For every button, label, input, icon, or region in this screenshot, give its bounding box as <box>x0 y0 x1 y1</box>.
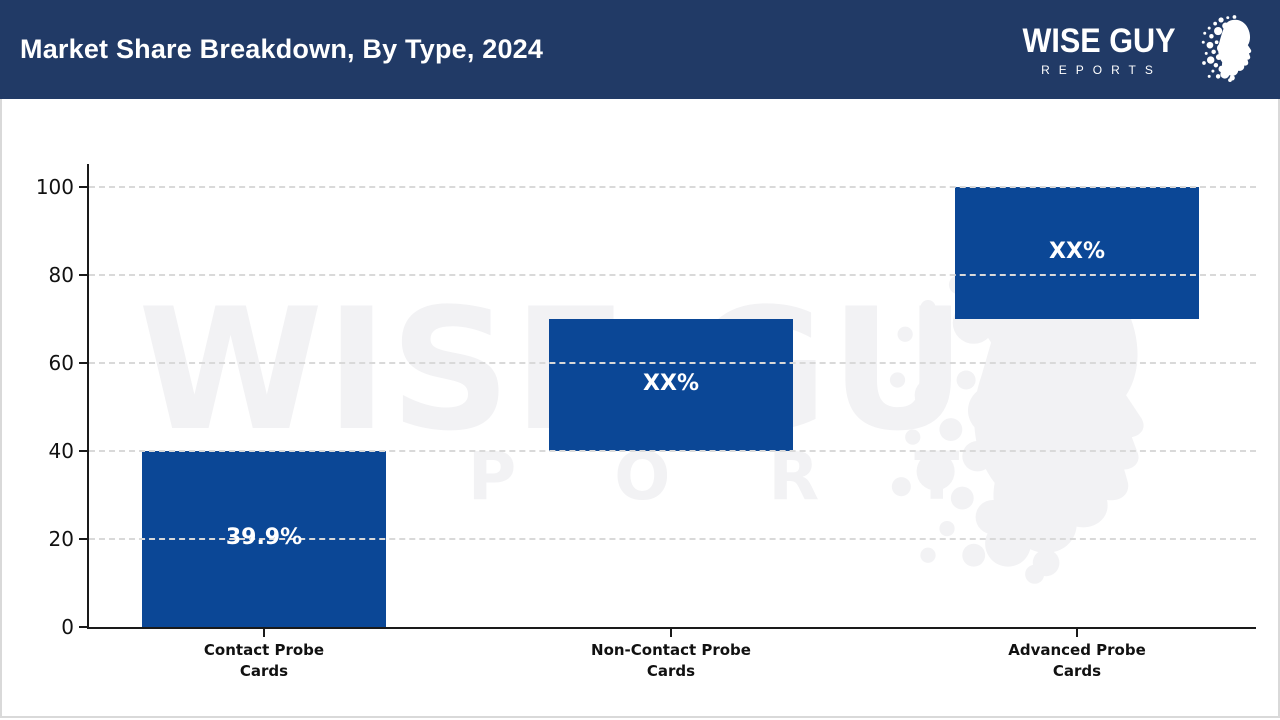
bar-value-label: XX% <box>643 371 699 396</box>
y-tick-label-100: 100 <box>35 175 74 199</box>
x-category-label-line2: Cards <box>646 662 696 680</box>
wiseguy-logo-reports: REPORTS <box>1041 62 1162 77</box>
y-tick-label-40: 40 <box>48 439 74 463</box>
x-category-label: Non-Contact Probe Cards <box>531 640 811 682</box>
bar-non-contact-probe-cards <box>549 319 793 451</box>
y-tickmark-0 <box>79 626 87 628</box>
y-tickmark-100 <box>79 186 87 188</box>
gridline-60 <box>89 362 1256 364</box>
y-tickmark-80 <box>79 274 87 276</box>
wiseguy-logo: WISE GUY REPORTS <box>1014 7 1256 93</box>
page-title: Market Share Breakdown, By Type, 2024 <box>20 34 544 64</box>
wiseguy-logo-text: WISE GUY REPORTS <box>1014 24 1184 76</box>
gridline-40 <box>89 450 1256 452</box>
x-category-label: Contact Probe Cards <box>124 640 404 682</box>
x-category-label-line1: Advanced Probe <box>1008 641 1146 659</box>
y-axis-line <box>87 164 89 629</box>
bar-advanced-probe-cards <box>955 187 1199 319</box>
page-frame-border <box>0 99 1280 718</box>
x-category-label-line2: Cards <box>1052 662 1102 680</box>
y-tick-label-20: 20 <box>48 527 74 551</box>
y-tickmark-40 <box>79 450 87 452</box>
x-category-label: Advanced Probe Cards <box>937 640 1217 682</box>
bar-value-label: 39.9% <box>225 525 303 550</box>
x-category-label-line1: Contact Probe <box>203 641 325 659</box>
y-tick-label-60: 60 <box>48 351 74 375</box>
x-tickmark-non-contact <box>670 629 672 637</box>
x-category-label-line2: Cards <box>239 662 289 680</box>
wiseguy-logo-name: WISE GUY <box>1022 21 1176 60</box>
y-tick-label-80: 80 <box>48 263 74 287</box>
bar-value-label: XX% <box>1049 239 1105 264</box>
wiseguy-face-icon <box>1201 14 1252 82</box>
y-tick-label-0: 0 <box>61 615 74 639</box>
gridline-80 <box>89 274 1256 276</box>
x-tickmark-contact <box>263 629 265 637</box>
y-tickmark-60 <box>79 362 87 364</box>
y-tickmark-20 <box>79 538 87 540</box>
header-bar: Market Share Breakdown, By Type, 2024 WI… <box>0 0 1280 99</box>
x-axis-line <box>87 627 1256 629</box>
gridline-100 <box>89 186 1256 188</box>
x-category-label-line1: Non-Contact Probe <box>591 641 751 659</box>
gridline-20 <box>89 538 1256 540</box>
x-tickmark-advanced <box>1076 629 1078 637</box>
